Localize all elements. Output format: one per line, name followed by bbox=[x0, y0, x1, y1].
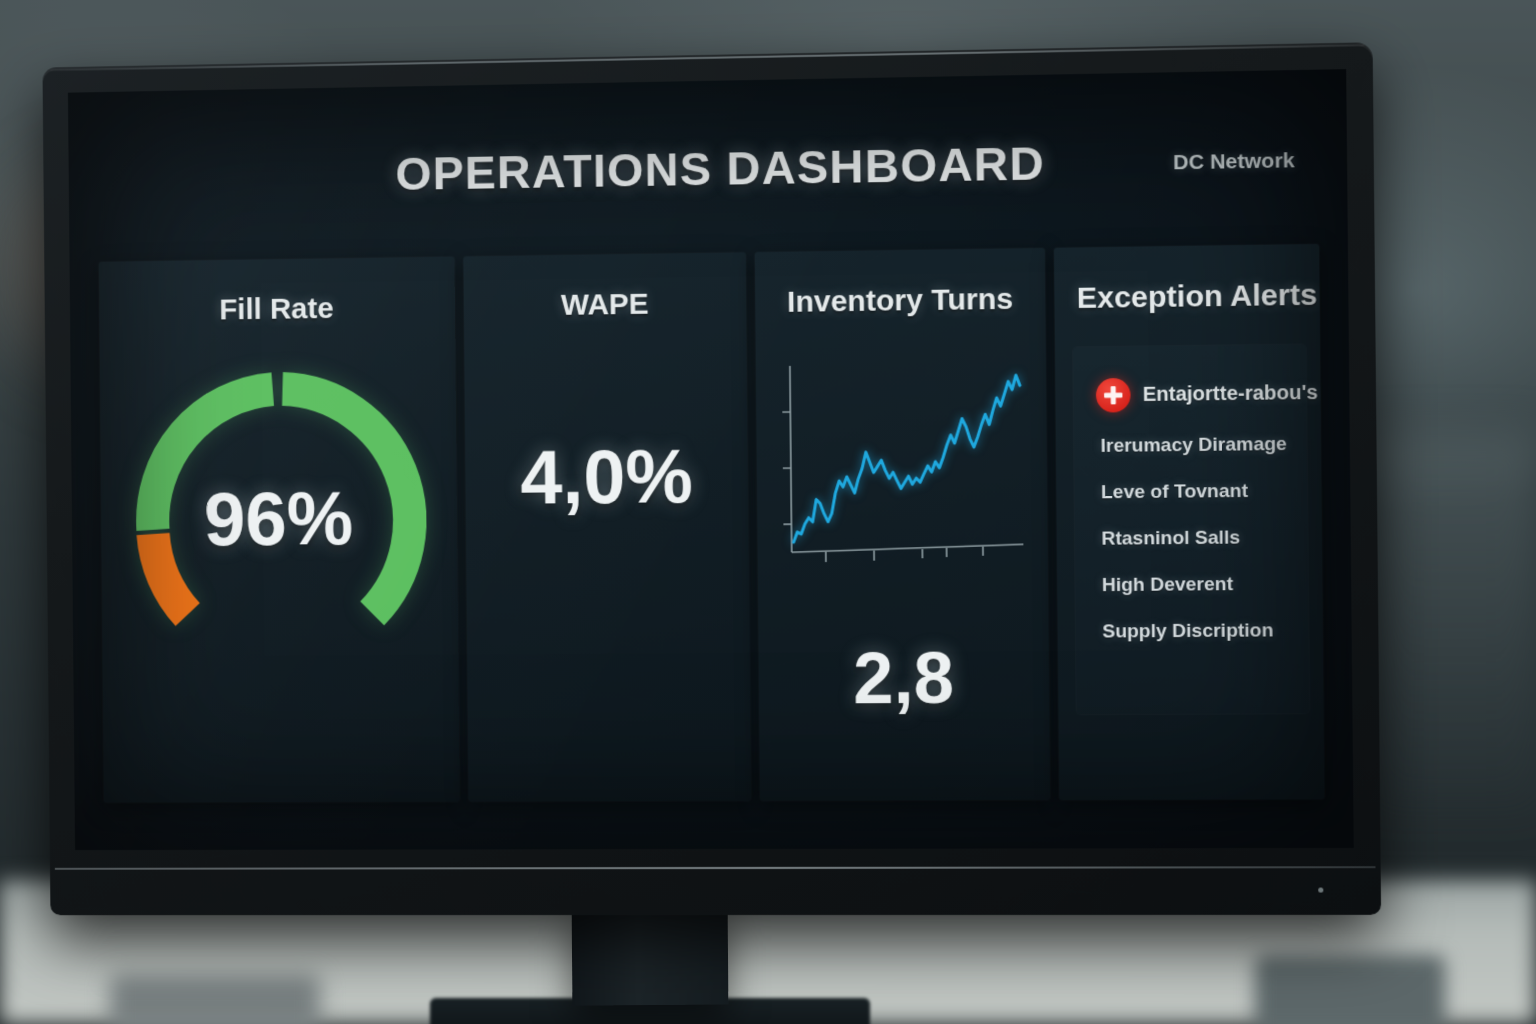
network-label: DC Network bbox=[1173, 149, 1295, 175]
monitor: OPERATIONS DASHBOARD DC Network Fill Rat… bbox=[42, 42, 1382, 916]
wape-value: 4,0% bbox=[520, 434, 694, 521]
alerts-panel: Entajortte-rabou's Irerumacy Diramage Le… bbox=[1073, 344, 1318, 715]
alert-label: Irerumacy Diramage bbox=[1100, 433, 1288, 457]
alert-primary[interactable]: Entajortte-rabou's bbox=[1095, 373, 1318, 416]
power-led-icon bbox=[1318, 887, 1324, 893]
card-title-exception-alerts: Exception Alerts bbox=[1076, 278, 1318, 316]
sparkline-svg bbox=[774, 353, 1030, 593]
list-item[interactable]: Irerumacy Diramage bbox=[1096, 421, 1307, 470]
inventory-turns-value: 2,8 bbox=[852, 638, 955, 720]
card-title-fill-rate: Fill Rate bbox=[219, 292, 334, 327]
card-fill-rate[interactable]: Fill Rate 96% bbox=[98, 256, 460, 803]
inventory-turns-sparkline bbox=[774, 353, 1030, 593]
list-item[interactable]: High Deverent bbox=[1098, 561, 1309, 609]
alert-plus-icon bbox=[1095, 377, 1131, 413]
card-exception-alerts[interactable]: Exception Alerts Entajortte-rabou's Irer… bbox=[1053, 243, 1325, 801]
monitor-stand-neck bbox=[571, 904, 729, 1006]
alert-primary-label: Entajortte-rabou's bbox=[1142, 381, 1318, 406]
card-inventory-turns[interactable]: Inventory Turns bbox=[754, 247, 1051, 801]
monitor-screen: OPERATIONS DASHBOARD DC Network Fill Rat… bbox=[67, 69, 1354, 851]
alert-label: High Deverent bbox=[1101, 573, 1234, 597]
chart-axes bbox=[782, 363, 1024, 562]
alert-label: Rtasninol Salls bbox=[1101, 527, 1241, 550]
card-title-inventory-turns: Inventory Turns bbox=[786, 282, 1014, 319]
page-title: OPERATIONS DASHBOARD bbox=[395, 136, 1046, 200]
list-item[interactable]: Leve of Tovnant bbox=[1097, 468, 1308, 516]
desk-object-right bbox=[1255, 955, 1445, 1024]
fill-rate-value: 96% bbox=[203, 476, 354, 562]
desk-object-left bbox=[110, 975, 320, 1024]
card-wape[interactable]: WAPE 4,0% bbox=[463, 252, 752, 802]
alert-label: Leve of Tovnant bbox=[1100, 480, 1249, 504]
list-item[interactable]: Rtasninol Salls bbox=[1097, 515, 1308, 563]
kpi-card-row: Fill Rate 96% bbox=[98, 243, 1325, 803]
background-right-panel bbox=[1370, 430, 1536, 810]
alert-label: Supply Discription bbox=[1102, 620, 1274, 643]
fill-rate-gauge: 96% bbox=[131, 370, 428, 670]
operations-dashboard: OPERATIONS DASHBOARD DC Network Fill Rat… bbox=[68, 69, 1354, 850]
list-item[interactable]: Supply Discription bbox=[1098, 608, 1309, 656]
card-title-wape: WAPE bbox=[560, 287, 649, 322]
sparkline-path bbox=[792, 375, 1021, 542]
